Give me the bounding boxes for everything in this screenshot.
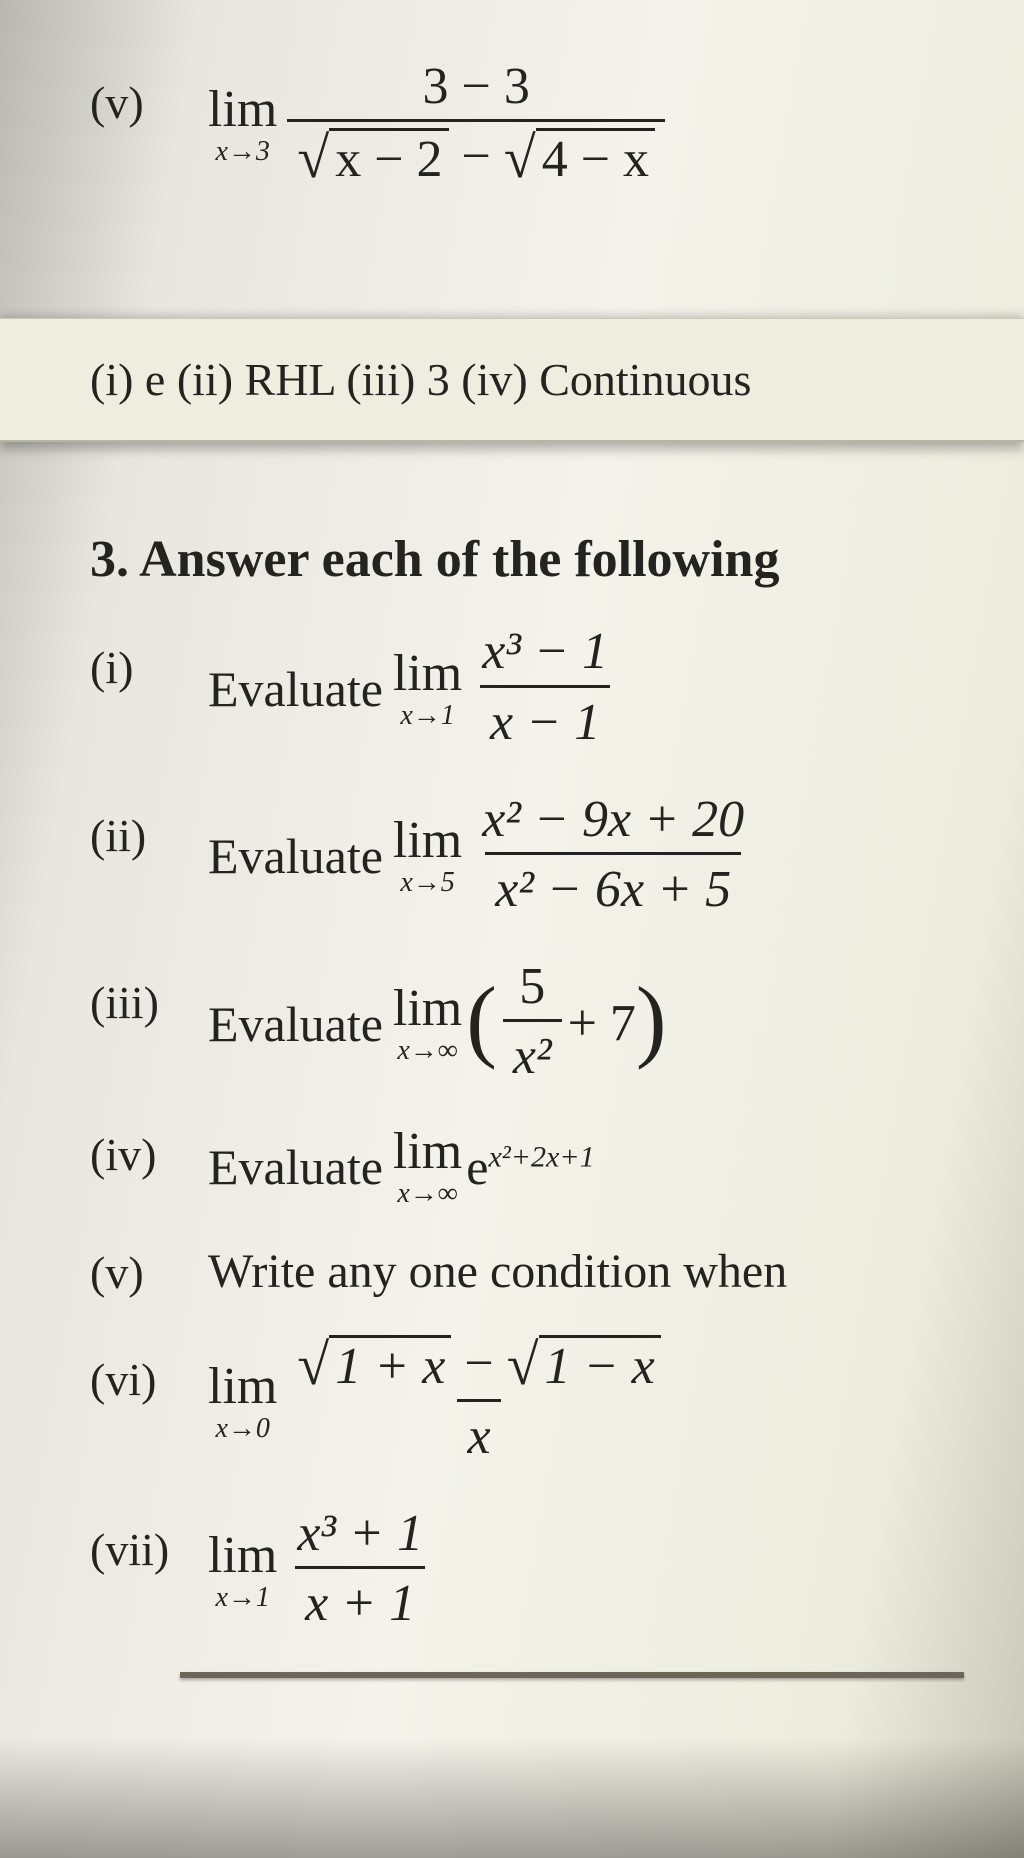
label-i: (i) — [90, 623, 190, 694]
lim-ii: lim x→5 — [393, 815, 462, 897]
part-vii: (vii) lim x→1 x³ + 1 x + 1 — [90, 1505, 1004, 1636]
part-iii: (iii) Evaluate lim x→∞ ( 5 x² + 7 ) — [90, 958, 1004, 1089]
label-v: (v) — [90, 1244, 190, 1299]
lim-i: lim x→1 — [393, 648, 462, 730]
fraction: 3 − 3 √ x − 2 − √ 4 − x — [287, 58, 665, 192]
part-v-text: Write any one condition when — [208, 1244, 787, 1299]
lim-iv: lim x→∞ — [393, 1126, 462, 1208]
q3-heading: 3. Answer each of the following — [90, 530, 1004, 589]
lim-vii: lim x→1 — [208, 1530, 277, 1612]
label-vi: (vi) — [90, 1335, 190, 1406]
answers-strip: (i) e (ii) RHL (iii) 3 (iv) Continuous — [0, 318, 1024, 442]
label-iii: (iii) — [90, 958, 190, 1029]
label-vii: (vii) — [90, 1505, 190, 1576]
top-item-v: (v) lim x→3 3 − 3 √ x − 2 − √ 4 − x — [90, 58, 1004, 192]
page-lower: 3. Answer each of the following (i) Eval… — [0, 482, 1024, 1738]
label-v-top: (v) — [90, 58, 190, 129]
denominator: √ x − 2 − √ 4 − x — [287, 119, 665, 192]
sqrt-vi-1: √ 1 + x — [297, 1335, 451, 1395]
sqrt-vi-2: √ 1 − x — [507, 1335, 661, 1395]
lim-iii: lim x→∞ — [393, 983, 462, 1065]
numerator: 3 − 3 — [413, 58, 540, 119]
part-iv: (iv) Evaluate lim x→∞ ex²+2x+1 — [90, 1126, 1004, 1208]
bottom-rule — [180, 1672, 964, 1678]
lparen-icon: ( — [466, 983, 497, 1057]
part-vi: (vi) lim x→0 √ 1 + x − √ 1 − x — [90, 1335, 1004, 1469]
label-ii: (ii) — [90, 791, 190, 862]
rparen-icon: ) — [636, 983, 667, 1057]
bottom-shade — [0, 1738, 1024, 1858]
sqrt-1: √ x − 2 — [297, 128, 448, 188]
lim-symbol: lim x→3 — [208, 84, 277, 166]
answers-text: (i) e (ii) RHL (iii) 3 (iv) Continuous — [90, 354, 751, 405]
lim-vi: lim x→0 — [208, 1361, 277, 1443]
sqrt-2: √ 4 − x — [504, 128, 655, 188]
part-v: (v) Write any one condition when — [90, 1244, 1004, 1299]
page: (v) lim x→3 3 − 3 √ x − 2 − √ 4 − x — [0, 0, 1024, 288]
math-v-top: lim x→3 3 − 3 √ x − 2 − √ 4 − x — [208, 58, 671, 192]
label-iv: (iv) — [90, 1126, 190, 1181]
part-i: (i) Evaluate lim x→1 x³ − 1 x − 1 — [90, 623, 1004, 754]
part-ii: (ii) Evaluate lim x→5 x² − 9x + 20 x² − … — [90, 791, 1004, 922]
